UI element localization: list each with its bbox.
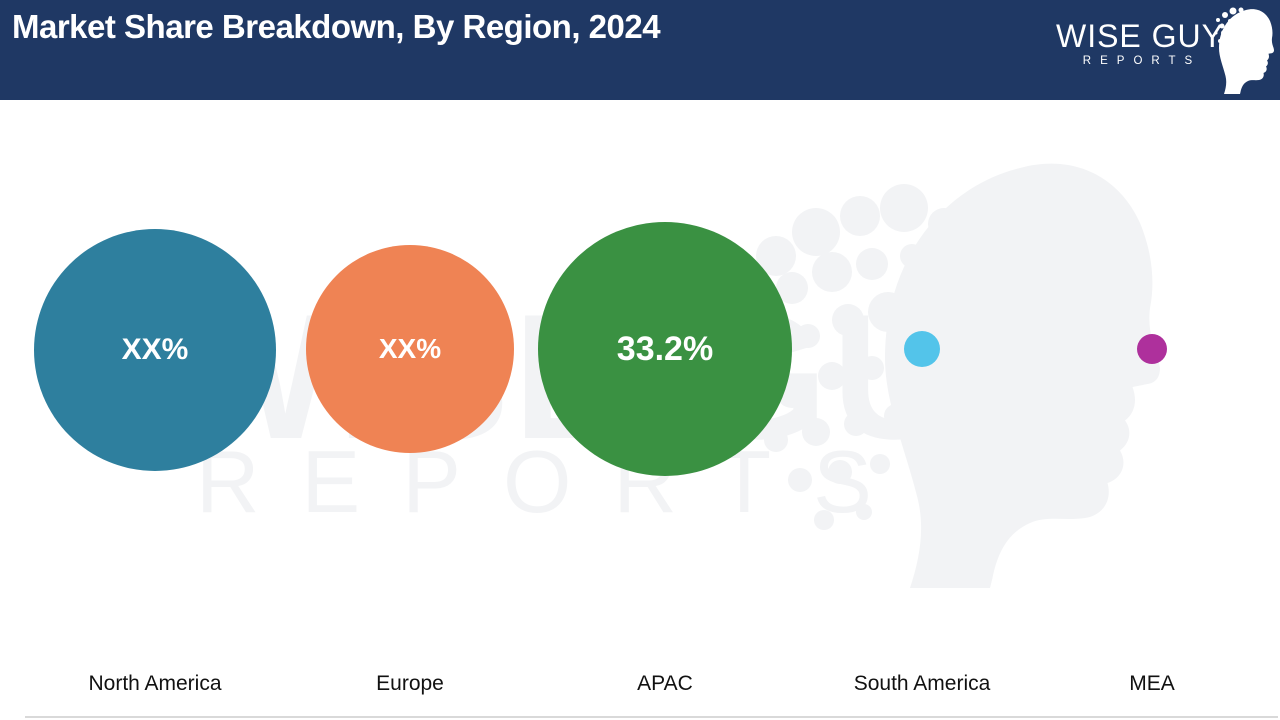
bubble-europe: XX% <box>306 245 514 453</box>
page-title: Market Share Breakdown, By Region, 2024 <box>12 8 661 45</box>
watermark-head-icon <box>700 163 1160 588</box>
logo-head-icon <box>1214 7 1274 94</box>
category-label-north-america: North America <box>88 672 222 695</box>
bubble-value-label: XX% <box>121 333 189 366</box>
bubble-value-label: 33.2% <box>616 329 714 368</box>
wise-guy-reports-logo: WISE GUY REPORTS <box>1056 4 1274 94</box>
logo-subtext: REPORTS <box>1082 54 1202 67</box>
category-label-europe: Europe <box>376 672 444 695</box>
watermark-subtext: REPORTS <box>196 432 914 531</box>
logo-wordmark: WISE GUY <box>1055 18 1224 54</box>
x-axis-line <box>25 716 1278 718</box>
category-label-mea: MEA <box>1129 672 1175 695</box>
logo-text: WISE GUY REPORTS <box>1055 18 1224 67</box>
bubble-south-america <box>904 331 940 367</box>
category-label-apac: APAC <box>637 672 693 695</box>
bubble-value-label: XX% <box>378 333 442 364</box>
bubble-north-america: XX% <box>34 229 276 471</box>
bubble-mea <box>1137 334 1167 364</box>
category-label-south-america: South America <box>853 672 991 695</box>
bubble-apac: 33.2% <box>538 222 792 476</box>
header-band: Market Share Breakdown, By Region, 2024 … <box>0 0 1280 100</box>
